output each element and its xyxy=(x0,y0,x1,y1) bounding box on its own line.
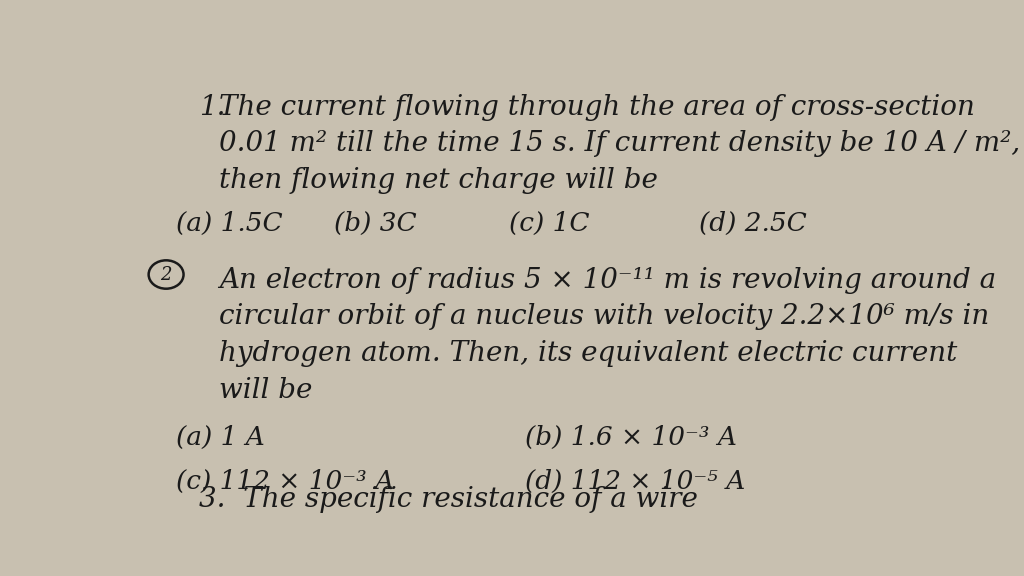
Text: then flowing net charge will be: then flowing net charge will be xyxy=(219,167,658,194)
Text: (c) 1C: (c) 1C xyxy=(509,211,590,236)
Text: 2: 2 xyxy=(161,266,172,283)
Text: 1.: 1. xyxy=(200,93,226,120)
Text: 3.  The specific resistance of a wire: 3. The specific resistance of a wire xyxy=(200,486,698,513)
Text: (a) 1 A: (a) 1 A xyxy=(176,425,264,450)
Text: The current flowing through the area of cross-section: The current flowing through the area of … xyxy=(219,93,975,120)
Text: will be: will be xyxy=(219,377,312,404)
Text: (c) 112 × 10⁻³ A: (c) 112 × 10⁻³ A xyxy=(176,469,394,494)
Text: (a) 1.5C: (a) 1.5C xyxy=(176,211,283,236)
Text: hydrogen atom. Then, its equivalent electric current: hydrogen atom. Then, its equivalent elec… xyxy=(219,340,957,367)
Text: (d) 112 × 10⁻⁵ A: (d) 112 × 10⁻⁵ A xyxy=(524,469,745,494)
Text: An electron of radius 5 × 10⁻¹¹ m is revolving around a: An electron of radius 5 × 10⁻¹¹ m is rev… xyxy=(219,267,996,294)
Text: (b) 1.6 × 10⁻³ A: (b) 1.6 × 10⁻³ A xyxy=(524,425,736,450)
Text: circular orbit of a nucleus with velocity 2.2×10⁶ m/s in: circular orbit of a nucleus with velocit… xyxy=(219,304,989,331)
Text: (b) 3C: (b) 3C xyxy=(334,211,417,236)
Text: (d) 2.5C: (d) 2.5C xyxy=(699,211,807,236)
Text: 0.01 m² till the time 15 s. If current density be 10 A / m²,: 0.01 m² till the time 15 s. If current d… xyxy=(219,130,1021,157)
